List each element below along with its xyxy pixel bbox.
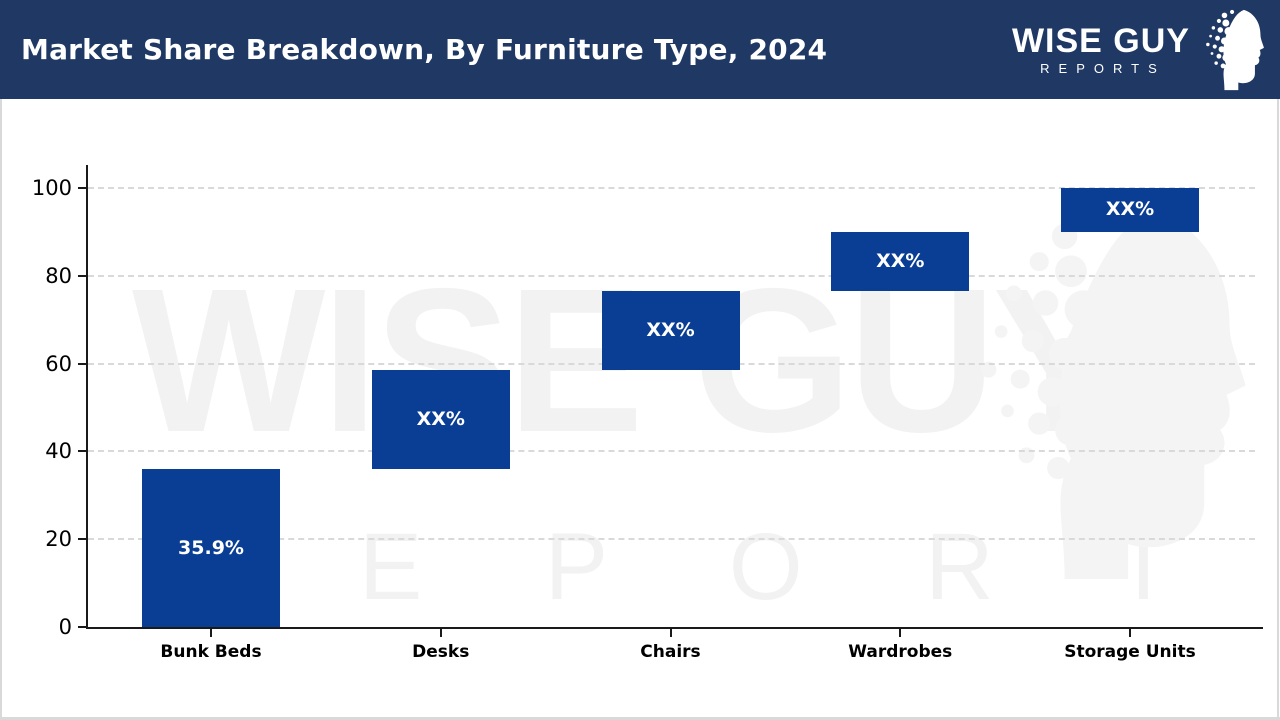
frame-border-right [1277,99,1279,718]
x-tick-label-bunk-beds: Bunk Beds [160,642,262,662]
bar-desks: XX% [371,370,510,470]
frame-border-bottom [0,717,1280,720]
bar-value-label-desks: XX% [416,408,465,431]
bar-chairs: XX% [601,291,740,371]
y-tick-20 [78,538,86,541]
y-tick-label-0: 0 [58,615,72,639]
brand-wordmark-block: WISE GUY REPORTS [1012,24,1190,75]
gridline-80 [88,274,1255,277]
gridline-100 [88,187,1255,189]
frame-border-left [0,99,2,718]
y-tick-60 [78,362,86,365]
x-tick-bunk-beds [210,629,212,637]
y-axis-line [86,165,88,629]
x-tick-label-wardrobes: Wardrobes [848,642,953,662]
page-title: Market Share Breakdown, By Furniture Typ… [21,33,828,66]
x-tick-wardrobes [899,629,902,637]
y-tick-label-40: 40 [45,439,72,464]
x-tick-label-storage-units: Storage Units [1064,642,1196,662]
bar-value-label-chairs: XX% [646,319,695,342]
brand-logo: WISE GUY REPORTS [1012,0,1266,99]
y-tick-80 [78,274,86,277]
app-header: Market Share Breakdown, By Furniture Typ… [0,0,1280,99]
bar-value-label-storage-units: XX% [1105,198,1155,221]
x-tick-storage-units [1129,629,1131,637]
logo-face-icon [1206,9,1264,90]
y-tick-label-80: 80 [45,263,72,288]
plot-area: 0 20 40 60 80 100 35.9% Bunk Beds XX% Desks XX% Cha… [32,165,1263,662]
x-tick-chairs [669,629,672,637]
y-tick-label-60: 60 [45,351,72,376]
y-tick-label-20: 20 [45,527,72,552]
brand-wordmark: WISE GUY [1011,22,1190,60]
brand-reports-label: REPORTS [1040,61,1166,76]
y-tick-0 [78,626,86,628]
watermark-face [980,210,1246,580]
gridline-40 [88,450,1255,453]
y-tick-label-100: 100 [31,176,72,200]
x-axis-line [86,627,1263,629]
y-tick-100 [78,187,86,189]
gridline-20 [88,538,1255,541]
bar-value-label-bunk-beds: 35.9% [178,536,244,559]
bar-wardrobes: XX% [831,231,970,292]
y-tick-40 [78,450,86,453]
x-tick-desks [439,629,442,637]
bar-value-label-wardrobes: XX% [876,250,925,273]
x-tick-label-desks: Desks [412,642,470,662]
x-tick-label-chairs: Chairs [640,642,701,662]
bar-bunk-beds: 35.9% [142,469,280,627]
bar-storage-units: XX% [1061,188,1199,232]
